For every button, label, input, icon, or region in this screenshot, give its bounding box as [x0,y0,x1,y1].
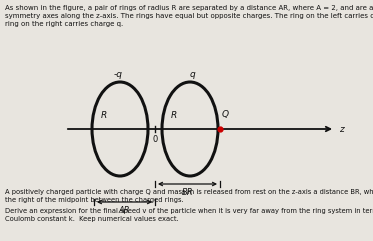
Text: Q: Q [222,110,229,119]
Text: -q: -q [113,70,122,79]
Text: 0: 0 [153,135,158,144]
Text: Derive an expression for the final speed v of the particle when it is very far a: Derive an expression for the final speed… [5,208,373,222]
Text: z: z [339,125,344,134]
Text: A positively charged particle with charge Q and mass m is released from rest on : A positively charged particle with charg… [5,189,373,203]
Text: R: R [171,111,177,120]
Text: AR: AR [119,206,130,215]
Text: q: q [189,70,195,79]
Text: BR: BR [182,188,193,197]
Text: As shown in the figure, a pair of rings of radius R are separated by a distance : As shown in the figure, a pair of rings … [5,5,373,27]
Text: R: R [101,111,107,120]
